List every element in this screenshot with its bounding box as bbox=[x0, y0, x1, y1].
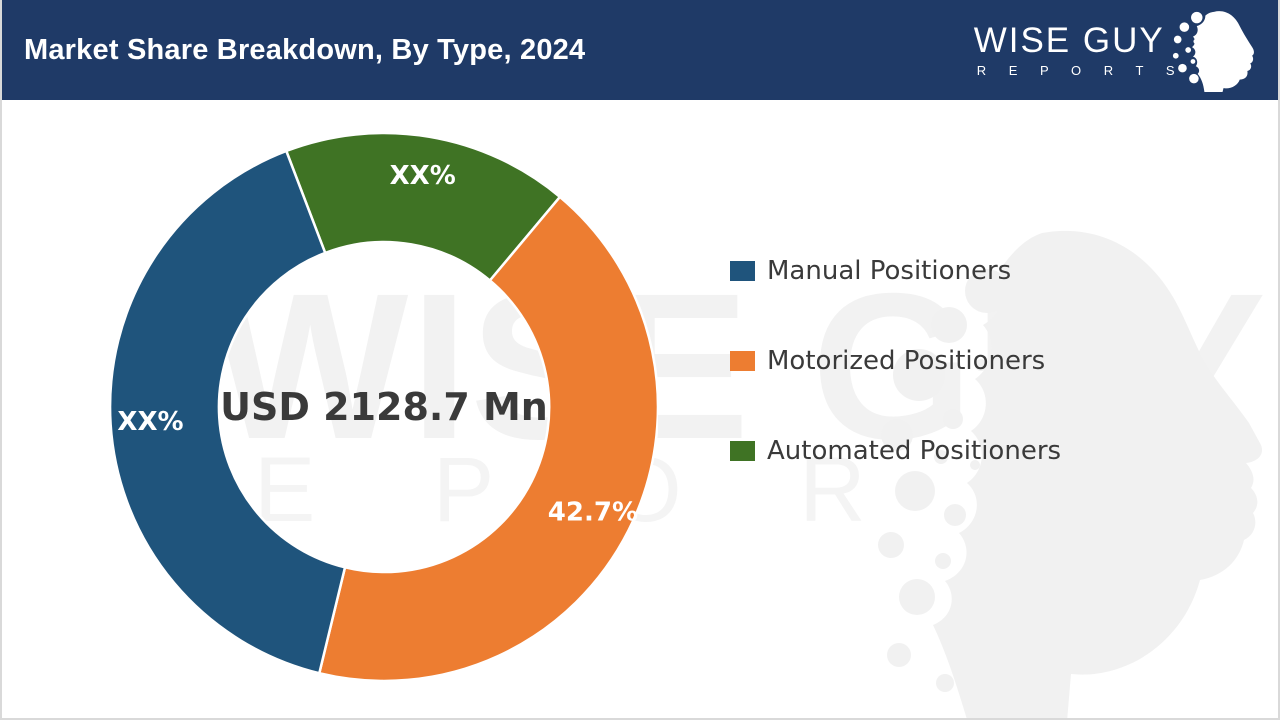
logo-subtitle: R E P O R T S bbox=[976, 62, 1184, 78]
donut-segment-motorized-positioners bbox=[318, 195, 658, 681]
logo-text: WISE GUY R E P O R T S bbox=[974, 23, 1184, 78]
legend-swatch bbox=[730, 441, 755, 461]
legend-swatch bbox=[730, 261, 755, 281]
chart-legend: Manual Positioners Motorized Positioners A… bbox=[730, 254, 1061, 524]
donut-segment-manual-positioners bbox=[110, 149, 347, 675]
wise-guy-logo: WISE GUY R E P O R T S bbox=[974, 8, 1256, 92]
logo-face-icon bbox=[1172, 11, 1254, 92]
page-title: Market Share Breakdown, By Type, 2024 bbox=[24, 33, 586, 66]
header-bar: Market Share Breakdown, By Type, 2024 WI… bbox=[2, 0, 1278, 100]
donut-chart-svg: XX% 42.7% XX% bbox=[110, 133, 658, 681]
donut-segment-label: XX% bbox=[390, 161, 456, 191]
legend-swatch bbox=[730, 351, 755, 371]
chart-area: WISE GUY E P O R T bbox=[2, 100, 1278, 718]
watermark-face-icon bbox=[878, 230, 1262, 718]
legend-label: Manual Positioners bbox=[767, 256, 1012, 286]
donut-segment-automated-positioners bbox=[285, 133, 562, 282]
donut-segment-label: 42.7% bbox=[548, 498, 638, 528]
legend-label: Motorized Positioners bbox=[767, 346, 1046, 376]
legend-item-motorized-positioners: Motorized Positioners bbox=[730, 344, 1061, 378]
logo-wordmark: WISE GUY bbox=[973, 20, 1165, 60]
legend-label: Automated Positioners bbox=[767, 436, 1062, 466]
donut-segment-label: XX% bbox=[117, 407, 183, 437]
legend-item-manual-positioners: Manual Positioners bbox=[730, 254, 1061, 288]
legend-item-automated-positioners: Automated Positioners bbox=[730, 434, 1061, 468]
donut-center-value: USD 2128.7 Mn bbox=[220, 385, 548, 429]
